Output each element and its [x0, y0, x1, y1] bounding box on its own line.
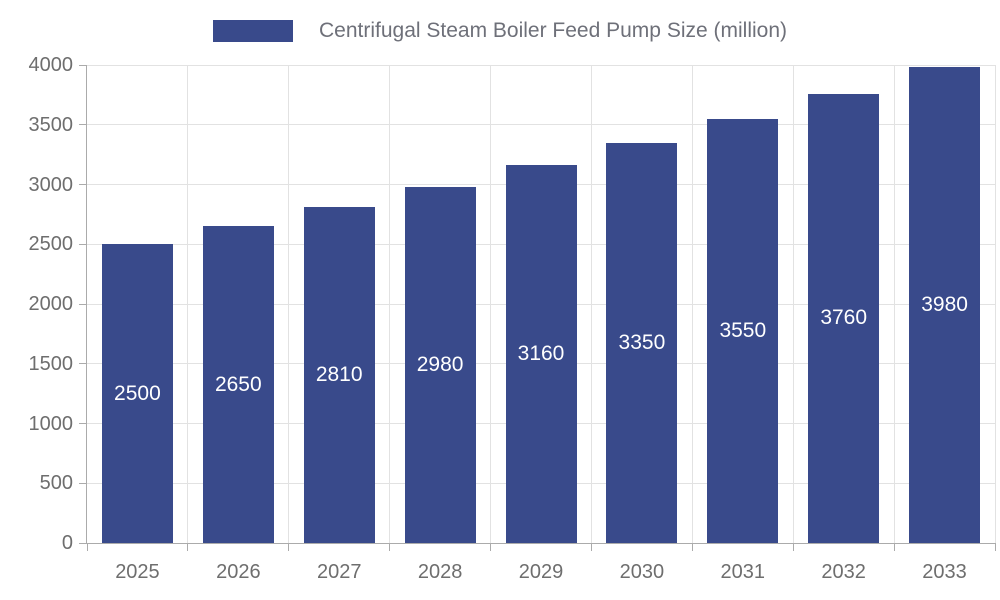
x-axis-tick-label: 2033 [922, 561, 967, 583]
x-axis-tick-label: 2027 [316, 561, 362, 583]
x-gridline [994, 65, 996, 543]
y-axis-tick-label: 3000 [28, 173, 74, 196]
bar[interactable] [303, 207, 375, 543]
y-axis-tick-label: 4000 [28, 54, 74, 76]
y-axis-tick-label: 2000 [28, 293, 74, 315]
bar-value-label: 2810 [315, 363, 363, 387]
x-gridline [590, 65, 592, 543]
y-axis-tick-label: 3500 [28, 113, 74, 136]
y-axis-tick-label: 0 [61, 532, 73, 554]
x-axis-line [86, 543, 995, 544]
x-gridline [792, 65, 794, 543]
x-gridline [691, 65, 693, 543]
x-axis-tick-label: 2030 [619, 561, 665, 583]
bar[interactable] [505, 165, 577, 543]
x-axis-tick [389, 543, 391, 551]
x-axis-tick [590, 543, 592, 551]
x-axis-tick [691, 543, 693, 551]
y-axis-line [86, 65, 87, 543]
x-axis-tick [893, 543, 895, 551]
x-axis-tick [490, 543, 492, 551]
bar[interactable] [707, 118, 779, 543]
bar-value-label: 2500 [114, 381, 161, 405]
bar-value-label: 3550 [719, 318, 767, 342]
bar-value-label: 2980 [416, 352, 464, 376]
y-axis-tick [79, 363, 87, 365]
legend-label: Centrifugal Steam Boiler Feed Pump Size … [318, 19, 788, 42]
y-axis-tick-label: 1500 [28, 352, 74, 375]
x-gridline [389, 65, 391, 543]
x-axis-tick [86, 543, 88, 551]
bar[interactable] [808, 93, 880, 543]
x-gridline [490, 65, 492, 543]
y-axis-tick [79, 64, 87, 66]
y-gridline [87, 64, 995, 66]
x-axis-tick [288, 543, 290, 551]
y-axis-tick-label: 1000 [28, 412, 74, 435]
legend[interactable]: Centrifugal Steam Boiler Feed Pump Size … [0, 16, 1000, 46]
bar[interactable] [909, 67, 981, 543]
y-axis-tick [79, 303, 87, 305]
y-gridline [87, 124, 995, 126]
plot-area: 0 500 1000 1500 2000 2500 3000 3500 4000 2500 2025… [29, 54, 996, 583]
x-axis-tick-label: 2032 [821, 561, 866, 583]
bar-value-label: 3980 [921, 293, 968, 317]
x-axis-tick-label: 2029 [518, 561, 564, 583]
y-axis-tick [79, 542, 87, 544]
bar[interactable] [101, 244, 173, 544]
y-axis-tick [79, 184, 87, 185]
bar-value-label: 3760 [820, 306, 868, 330]
bar-value-label: 3350 [618, 330, 666, 354]
bar[interactable] [202, 226, 274, 543]
x-axis-tick-label: 2028 [417, 561, 463, 583]
x-axis-tick [994, 543, 996, 551]
bar-value-label: 2650 [214, 372, 262, 396]
y-axis-tick [79, 482, 87, 484]
y-axis-tick [79, 423, 87, 424]
y-axis-tick-label: 2500 [28, 233, 74, 256]
y-axis-tick [79, 124, 87, 126]
bar-value-label: 3160 [517, 342, 565, 366]
y-axis-tick-label: 500 [39, 472, 73, 495]
y-axis-tick [79, 243, 87, 245]
x-axis-tick [187, 543, 189, 551]
bar[interactable] [606, 142, 678, 543]
x-gridline [187, 65, 189, 543]
x-axis-tick [792, 543, 794, 551]
legend-swatch [212, 20, 293, 42]
x-gridline [893, 65, 895, 543]
bar[interactable] [404, 186, 476, 543]
x-axis-tick-label: 2026 [216, 561, 261, 583]
x-gridline [288, 65, 290, 543]
x-axis-tick-label: 2031 [720, 561, 765, 583]
x-axis-tick-label: 2025 [115, 561, 160, 583]
